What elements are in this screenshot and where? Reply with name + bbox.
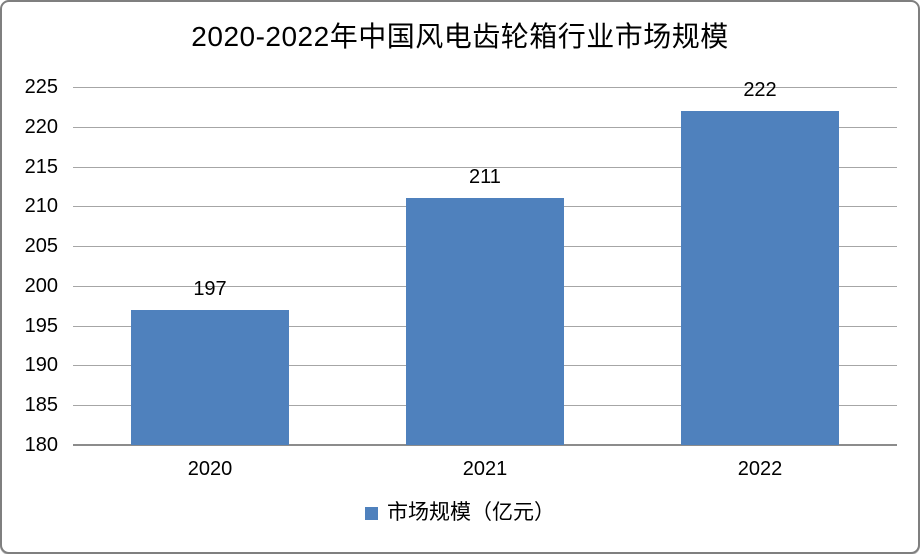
gridline <box>73 127 897 128</box>
x-axis-category-label: 2020 <box>187 458 233 480</box>
legend-label: 市场规模（亿元） <box>387 501 555 524</box>
y-axis-tick-label: 180 <box>24 434 58 456</box>
bar-value-label: 222 <box>743 79 777 101</box>
bar-2021 <box>406 198 564 445</box>
y-axis-tick-label: 200 <box>24 275 58 297</box>
bar-2020 <box>131 310 289 445</box>
plot-area <box>73 87 897 446</box>
y-axis-tick-label: 195 <box>24 315 58 337</box>
y-axis-tick-label: 190 <box>24 354 58 376</box>
gridline <box>73 87 897 88</box>
x-axis-category-label: 2021 <box>462 458 508 480</box>
y-axis-tick-label: 220 <box>24 116 58 138</box>
y-axis-tick-label: 205 <box>24 235 58 257</box>
x-axis-line <box>73 444 897 446</box>
bar-value-label: 197 <box>193 278 227 300</box>
bar-value-label: 211 <box>469 166 501 188</box>
legend: 市场规模（亿元） <box>2 501 918 525</box>
y-axis-tick-label: 225 <box>24 76 58 98</box>
y-axis-tick-label: 185 <box>24 394 58 416</box>
y-axis-tick-label: 210 <box>24 195 58 217</box>
gridline <box>73 167 897 168</box>
x-axis-category-label: 2022 <box>737 458 783 480</box>
chart-title: 2020-2022年中国风电齿轮箱行业市场规模 <box>191 21 729 52</box>
legend-marker-icon <box>365 506 378 520</box>
bar-2022 <box>681 111 839 445</box>
y-axis-tick-label: 215 <box>24 156 58 178</box>
